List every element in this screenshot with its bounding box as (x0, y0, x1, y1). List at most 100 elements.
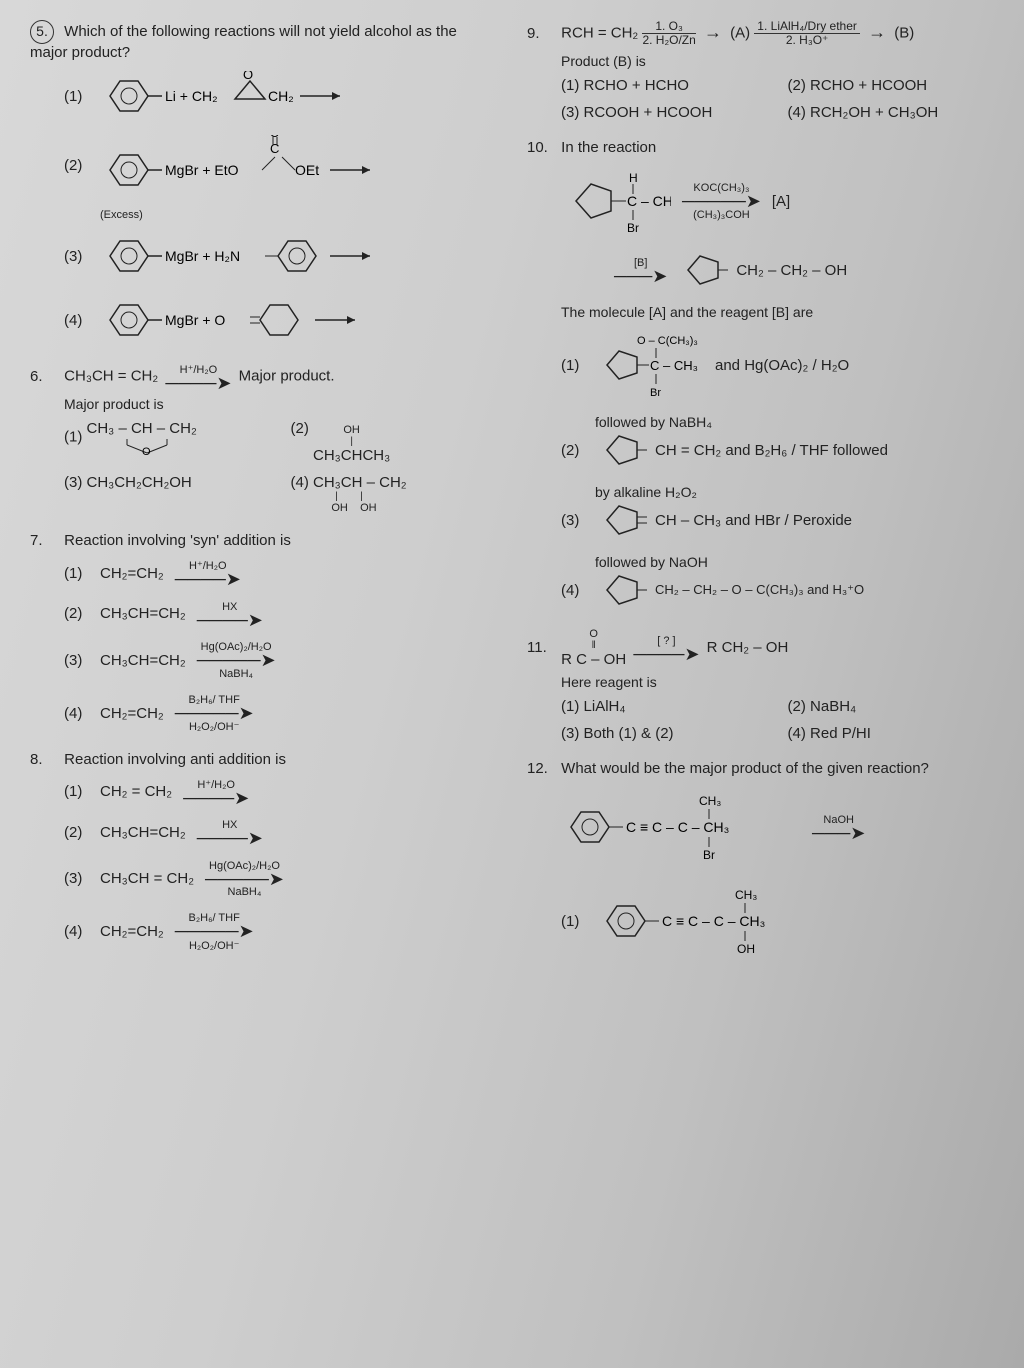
question-7: 7. Reaction involving 'syn' addition is … (30, 532, 497, 733)
q9-o4-lbl: (4) (788, 104, 806, 121)
q7-o4-pre: CH₂=CH₂ (100, 705, 164, 722)
q11-number: 11. (527, 639, 551, 656)
q10-o3-follow: followed by NaOH (595, 554, 994, 570)
q9-opt2: (2) RCHO + HCOOH (788, 77, 995, 94)
q10-opt3: (3) CH – CH₃ and HBr / Peroxide (561, 500, 994, 540)
phmgbr-cyclohexanone: MgBr + O (100, 295, 400, 345)
q8-o4-pre: CH₂=CH₂ (100, 923, 164, 940)
q10-r1-bot: (CH₃)₃COH (693, 209, 750, 221)
q6-opt1: (1) CH₃ – CH – CH₂ O (64, 420, 271, 464)
q11-opt4: (4) Red P/HI (788, 725, 995, 742)
q12-reactant-struct: C ≡ C – C – CH₃ CH₃ Br (561, 787, 801, 867)
q9-o1-lbl: (1) (561, 77, 579, 94)
q6-o3-txt: CH₃CH₂CH₂OH (87, 474, 192, 491)
q10-prod: CH₂ – CH₂ – OH (736, 262, 847, 279)
q8-o3-bot: NaBH₄ (228, 886, 262, 898)
q5-excess: (Excess) (100, 209, 497, 221)
q6-o2-txt: CH₃CHCH₃ (313, 447, 390, 464)
svg-text:H: H (629, 171, 638, 185)
q9-product-is: Product (B) is (561, 53, 994, 69)
cyclopentane-icon (678, 250, 728, 290)
q10-step-b: [B]───➤ CH₂ – CH₂ – OH (611, 250, 994, 290)
q6-o4-lbl: (4) (291, 474, 309, 491)
q10-o4-struct (597, 570, 647, 610)
svg-text:MgBr + O: MgBr + O (165, 312, 225, 328)
q12-reactant: C ≡ C – C – CH₃ CH₃ Br NaOH───➤ (561, 787, 994, 867)
q10-o3-lbl: (3) (561, 512, 589, 529)
q11-o1-lbl: (1) (561, 698, 579, 715)
q7-o1-lbl: (1) (64, 565, 92, 582)
q6-o2-lbl: (2) (291, 420, 309, 437)
svg-text:Br: Br (627, 221, 639, 235)
q7-o2-pre: CH₃CH=CH₂ (100, 605, 186, 622)
q11-sub: Here reagent is (561, 674, 994, 690)
q6-pre: CH₃CH = CH₂ (64, 368, 158, 385)
q8-opt3: (3) CH₃CH = CH₂ Hg(OAc)₂/H₂O─────➤NaBH₄ (64, 860, 497, 898)
benzene-mgbr-ester: MgBr + EtO C O OEt (100, 135, 380, 195)
q9-end: (B) (894, 25, 914, 42)
q9-opt4: (4) RCH₂OH + CH₃OH (788, 104, 995, 121)
q7-o4-bot: H₂O₂/OH⁻ (189, 720, 239, 733)
q10-o1-struct: C – CH₃ O – C(CH₃)₃ Br (597, 330, 707, 400)
svg-text:C – CH₃: C – CH₃ (627, 193, 671, 209)
svg-text:Li + CH₂: Li + CH₂ (165, 88, 218, 104)
q7-o4-lbl: (4) (64, 705, 92, 722)
svg-text:CH₃: CH₃ (699, 794, 721, 808)
q9-s2-bot: 2. H₃O⁺ (754, 34, 860, 47)
q10-o1-follow: followed by NaBH₄ (595, 414, 994, 430)
svg-text:C – CH₃: C – CH₃ (650, 358, 698, 373)
svg-text:O: O (142, 446, 151, 455)
q10-sub: The molecule [A] and the reagent [B] are (561, 304, 994, 320)
q8-o2-lbl: (2) (64, 824, 92, 841)
q10-o2-txt: CH = CH₂ and B₂H₆ / THF followed (655, 442, 888, 459)
question-9: 9. RCH = CH₂ 1. O₃ 2. H₂O/Zn → (A) 1. Li… (527, 20, 994, 121)
svg-text:Br: Br (703, 848, 715, 862)
q11-opt2: (2) NaBH₄ (788, 698, 995, 715)
q9-opt3: (3) RCOOH + HCOOH (561, 104, 768, 121)
q11-o1: LiAlH₄ (584, 698, 626, 715)
q7-o3-pre: CH₃CH=CH₂ (100, 652, 186, 669)
q11-o2: NaBH₄ (810, 698, 856, 715)
q9-s2-top: 1. LiAlH₄/Dry ether (754, 20, 860, 34)
svg-text:O: O (243, 71, 253, 82)
q5-number: 5. (30, 20, 54, 44)
epoxide-ring: O (117, 437, 207, 455)
q10-o1-txt: and Hg(OAc)₂ / H₂O (715, 357, 849, 374)
q5-opt2-lbl: (2) (64, 157, 92, 174)
svg-text:MgBr + H₂N: MgBr + H₂N (165, 248, 240, 264)
q8-o1-pre: CH₂ = CH₂ (100, 783, 172, 800)
question-6: 6. CH₃CH = CH₂ H⁺/H₂O ────➤ Major produc… (30, 363, 497, 514)
question-8: 8. Reaction involving anti addition is (… (30, 751, 497, 952)
q7-number: 7. (30, 532, 54, 549)
svg-text:OEt: OEt (295, 162, 319, 178)
q11-o4: Red P/HI (810, 725, 871, 742)
q8-opt4: (4) CH₂=CH₂ B₂H₆/ THF─────➤H₂O₂/OH⁻ (64, 912, 497, 951)
q10-o4-txt: CH₂ – CH₂ – O – C(CH₃)₃ and H₃⁺O (655, 582, 864, 598)
q11-o3-lbl: (3) (561, 725, 579, 742)
svg-text:CH₂: CH₂ (268, 88, 294, 104)
question-11: 11. O‖ R C – OH [ ? ]────➤ R CH₂ – OH He… (527, 628, 994, 742)
q8-o1-lbl: (1) (64, 783, 92, 800)
q9-o3-lbl: (3) (561, 104, 579, 121)
q10-o1-lbl: (1) (561, 357, 589, 374)
q8-o2-pre: CH₃CH=CH₂ (100, 824, 186, 841)
q10-o4-lbl: (4) (561, 582, 589, 599)
q7-opt2: (2) CH₃CH=CH₂ HX────➤ (64, 601, 497, 627)
q5-opt3-lbl: (3) (64, 248, 92, 265)
q6-opt2: (2) OH | CH₃CHCH₃ (291, 420, 498, 464)
q7-opt3: (3) CH₃CH=CH₂ Hg(OAc)₂/H₂O─────➤NaBH₄ (64, 641, 497, 679)
q8-o3-pre: CH₃CH = CH₂ (100, 870, 194, 887)
svg-text:C ≡ C – C – CH₃: C ≡ C – C – CH₃ (626, 819, 729, 835)
q6-reagent-arrow: H⁺/H₂O ────➤ (165, 363, 231, 390)
q5-opt4: (4) MgBr + O (64, 295, 497, 345)
q9-step2: 1. LiAlH₄/Dry ether 2. H₃O⁺ (754, 20, 860, 47)
left-column: 5. Which of the following reactions will… (30, 20, 497, 979)
q5-text: Which of the following reactions will no… (30, 23, 457, 61)
q11-o3: Both (1) & (2) (584, 725, 674, 742)
q9-opt1: (1) RCHO + HCHO (561, 77, 768, 94)
q9-o3: RCOOH + HCOOH (584, 104, 713, 121)
q6-o2-oh: OH (343, 424, 360, 436)
q9-step1: 1. O₃ 2. H₂O/Zn (642, 20, 695, 47)
q9-number: 9. (527, 25, 551, 42)
q12-o1-lbl: (1) (561, 913, 589, 930)
